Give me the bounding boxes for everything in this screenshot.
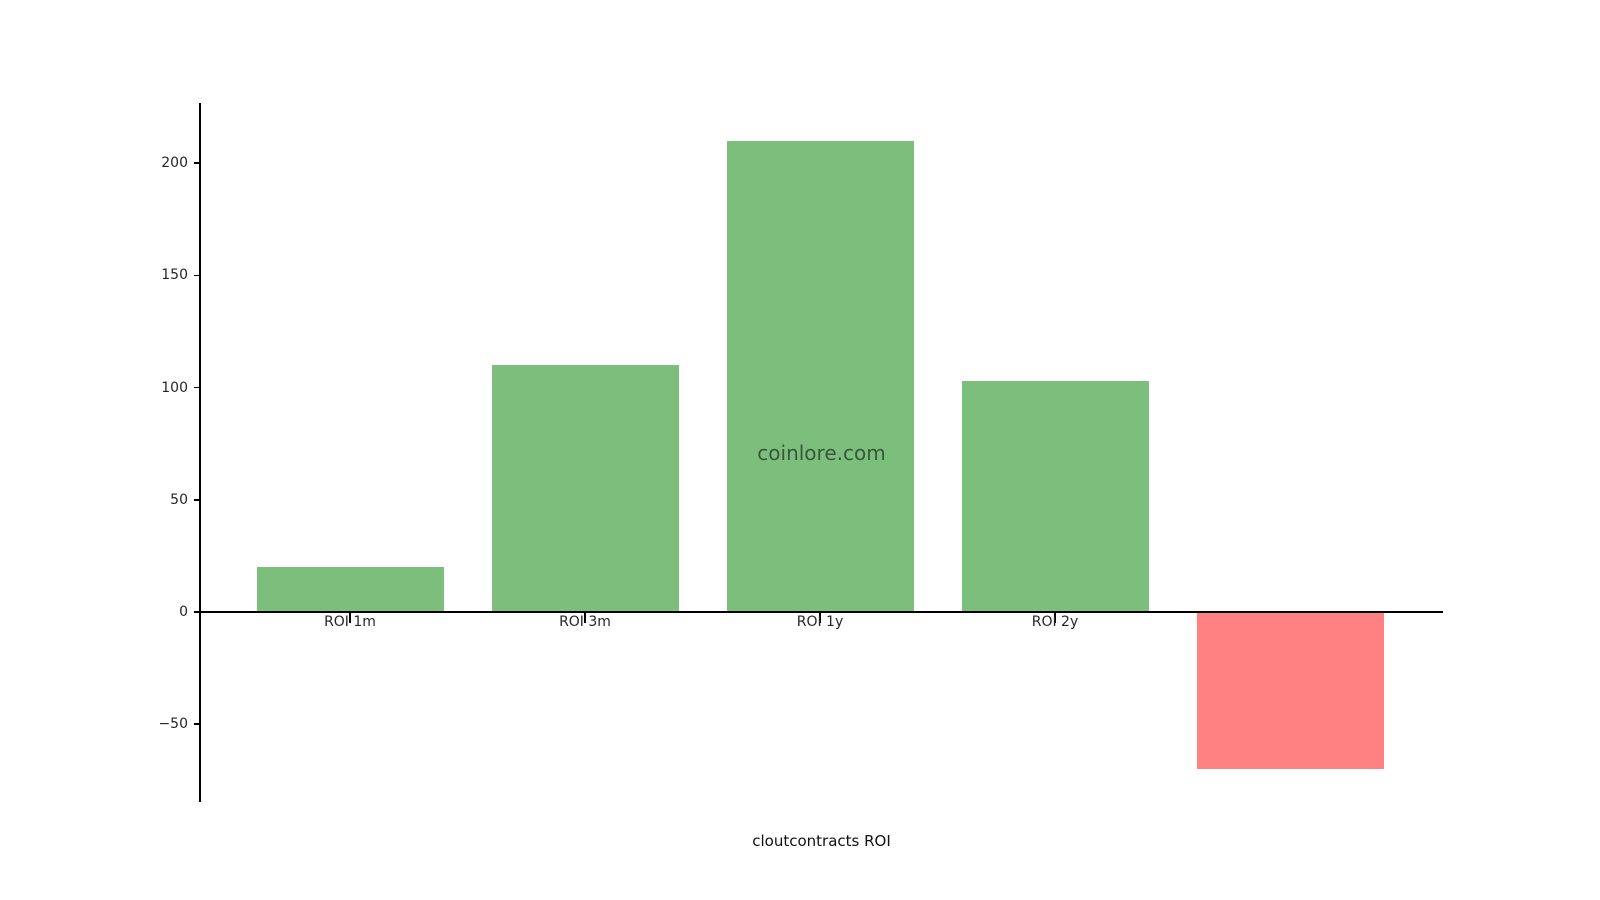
- y-tick-mark: [194, 274, 200, 277]
- x-tick-mark: [819, 612, 821, 623]
- y-tick-label: −50: [158, 716, 188, 733]
- x-tick-mark: [1054, 612, 1056, 623]
- x-tick-mark: [584, 612, 586, 623]
- y-tick-label: 200: [161, 155, 188, 172]
- y-tick-mark: [194, 162, 200, 164]
- bar-roi-1m: [256, 567, 444, 612]
- x-tick-label: ROI 2y: [1031, 614, 1079, 630]
- watermark-text: coinlore.com: [757, 441, 886, 465]
- y-tick-mark: [194, 499, 200, 501]
- x-tick-label: ROI 1m: [324, 614, 376, 630]
- y-tick-label: 50: [170, 491, 188, 508]
- y-tick-mark: [194, 386, 200, 389]
- bar-roi-3m: [491, 365, 679, 612]
- bar-roi-2y: [961, 380, 1149, 612]
- y-tick-mark: [194, 723, 200, 725]
- y-tick-label: 100: [161, 379, 188, 396]
- plot-area: coinlore.com 200 150 100 50 0 −50 ROI 1m ROI 3m…: [158, 103, 1443, 802]
- x-tick-mark: [349, 612, 351, 623]
- bar-unlabeled: [1196, 612, 1384, 770]
- y-tick-mark: [194, 611, 200, 613]
- x-axis-zero-line: [200, 611, 1443, 613]
- x-tick-label: ROI 1y: [796, 614, 844, 630]
- chart-title: cloutcontracts ROI: [752, 832, 891, 850]
- y-tick-label: 150: [161, 267, 188, 284]
- x-tick-label: ROI 3m: [559, 614, 611, 630]
- bar-roi-1y: [726, 140, 914, 612]
- y-tick-label: 0: [179, 604, 188, 620]
- y-axis-line: [199, 103, 201, 802]
